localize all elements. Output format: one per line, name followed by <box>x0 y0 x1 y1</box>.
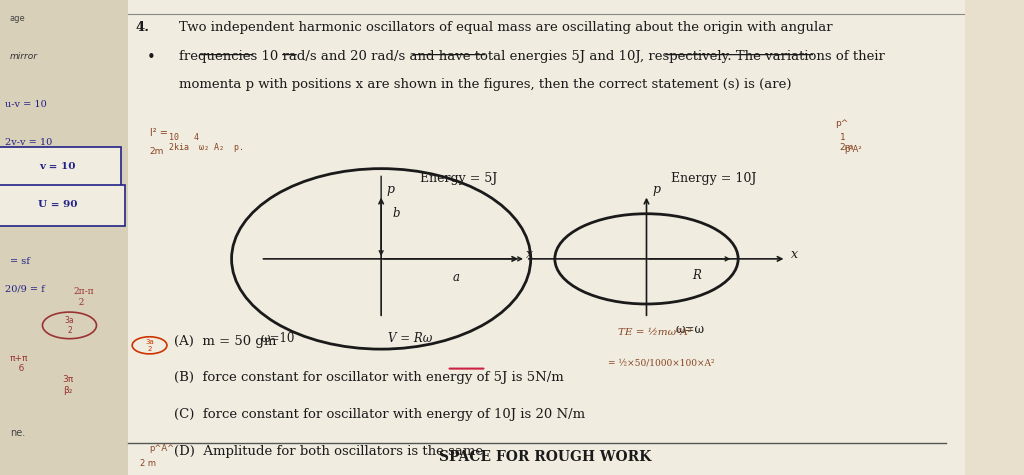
Text: a: a <box>453 271 460 285</box>
Text: U = 90: U = 90 <box>38 200 78 209</box>
Text: x: x <box>526 247 532 261</box>
FancyBboxPatch shape <box>128 0 965 475</box>
Text: u-v = 10: u-v = 10 <box>5 100 46 109</box>
Text: π+π
   6: π+π 6 <box>9 354 28 373</box>
Text: (A)  m = 50 gm: (A) m = 50 gm <box>174 335 276 348</box>
FancyBboxPatch shape <box>0 185 125 226</box>
Text: frequencies 10 rad/s and 20 rad/s and have total energies 5J and 10J, respective: frequencies 10 rad/s and 20 rad/s and ha… <box>178 50 885 63</box>
Text: 3a
2: 3a 2 <box>65 316 75 335</box>
Text: ne.: ne. <box>9 428 25 437</box>
Text: Energy = 10J: Energy = 10J <box>671 172 756 185</box>
Text: p^: p^ <box>835 119 848 128</box>
Text: momenta p with positions x are shown in the figures, then the correct statement : momenta p with positions x are shown in … <box>178 78 791 91</box>
Text: v = 10: v = 10 <box>40 162 76 171</box>
Text: (C)  force constant for oscillator with energy of 10J is 20 N/m: (C) force constant for oscillator with e… <box>174 408 585 421</box>
Text: ω=10: ω=10 <box>260 332 295 345</box>
Text: age: age <box>9 14 26 23</box>
FancyBboxPatch shape <box>0 147 121 188</box>
Text: Two independent harmonic oscillators of equal mass are oscillating about the ori: Two independent harmonic oscillators of … <box>178 21 833 34</box>
Text: = ½×50/1000×100×A²: = ½×50/1000×100×A² <box>608 359 715 368</box>
Text: mirror: mirror <box>9 52 38 61</box>
Text: 10   4
2kia  ω₂ A₂  p.: 10 4 2kia ω₂ A₂ p. <box>169 133 244 152</box>
Text: p^A^: p^A^ <box>150 445 175 453</box>
Text: l² =: l² = <box>150 128 168 138</box>
Text: 20/9 = f: 20/9 = f <box>5 285 45 294</box>
FancyBboxPatch shape <box>0 0 128 475</box>
Text: 2m: 2m <box>150 147 164 156</box>
Text: b: b <box>393 207 400 220</box>
Text: (B)  force constant for oscillator with energy of 5J is 5N/m: (B) force constant for oscillator with e… <box>174 371 563 384</box>
Text: 3a
2: 3a 2 <box>145 339 154 352</box>
Text: 4.: 4. <box>135 21 150 34</box>
Text: 2 m: 2 m <box>140 459 156 467</box>
Text: x: x <box>792 247 799 261</box>
Text: ω=ω: ω=ω <box>676 323 705 336</box>
Text: SPACE FOR ROUGH WORK: SPACE FOR ROUGH WORK <box>439 450 651 464</box>
Text: 2v-v = 10: 2v-v = 10 <box>5 138 52 147</box>
Text: p: p <box>652 183 660 197</box>
Text: 2π-π
  2: 2π-π 2 <box>74 287 94 307</box>
Text: R: R <box>692 269 701 282</box>
Text: •: • <box>146 50 156 65</box>
Text: = sf: = sf <box>9 256 30 266</box>
Text: 3π
β₂: 3π β₂ <box>62 375 74 395</box>
Text: TE = ½mω²A²: TE = ½mω²A² <box>617 328 691 337</box>
Text: (D)  Amplitude for both oscillators is the same: (D) Amplitude for both oscillators is th… <box>174 445 482 457</box>
Text: p²A²: p²A² <box>845 145 862 154</box>
Text: p: p <box>387 183 395 197</box>
Text: V = Rω: V = Rω <box>388 332 432 345</box>
Text: Energy = 5J: Energy = 5J <box>420 172 497 185</box>
Text: 1
2m: 1 2m <box>840 133 854 152</box>
